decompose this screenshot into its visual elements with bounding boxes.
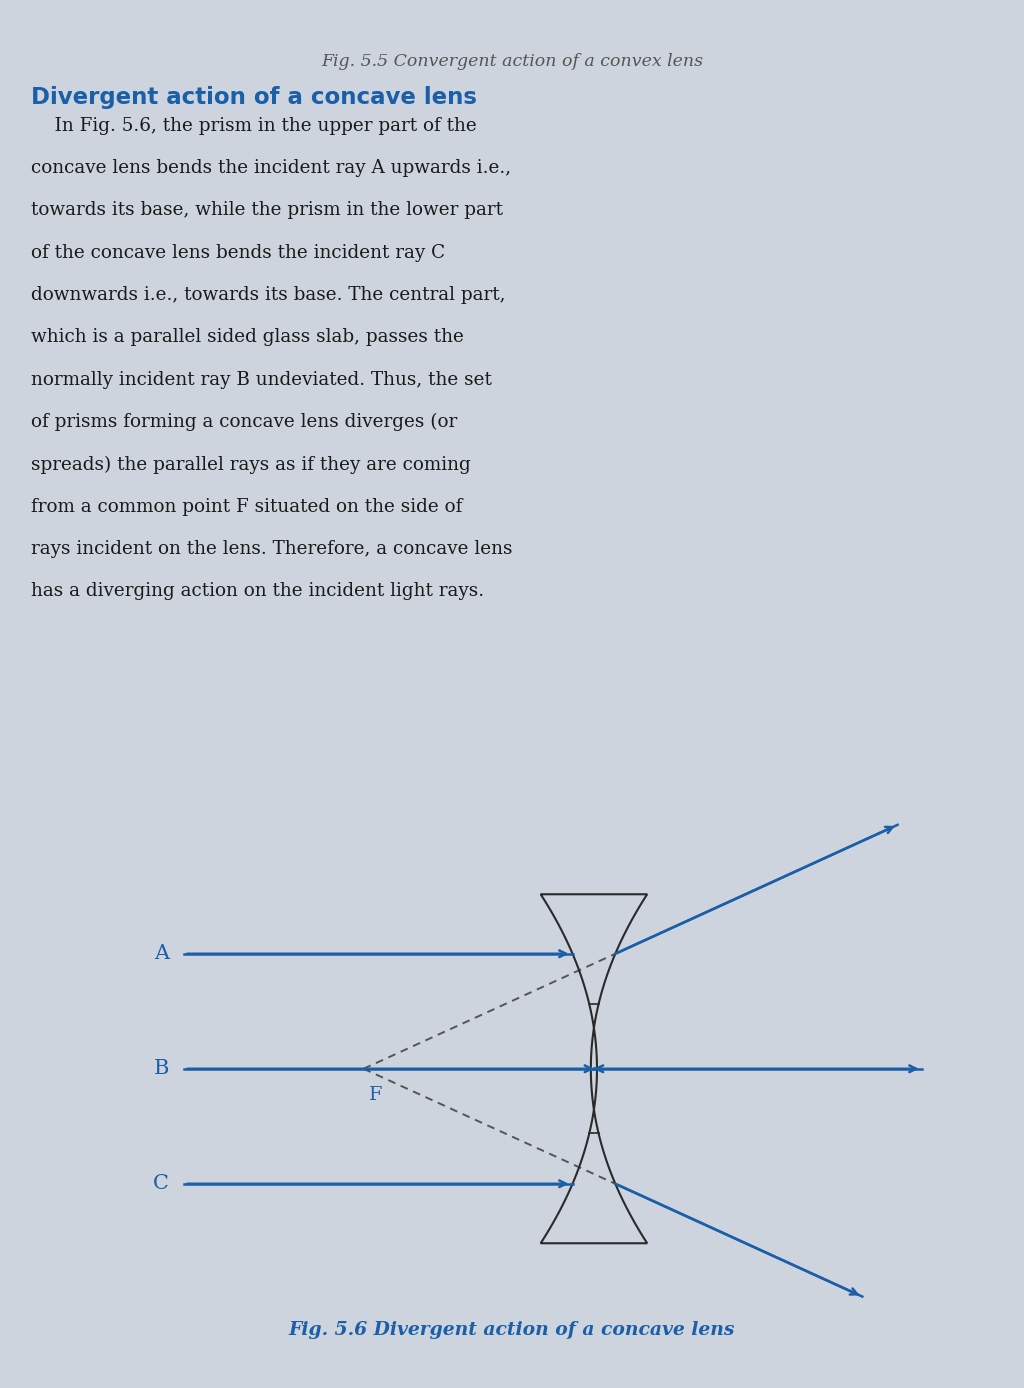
Text: of the concave lens bends the incident ray C: of the concave lens bends the incident r…: [31, 244, 444, 261]
Text: of prisms forming a concave lens diverges (or: of prisms forming a concave lens diverge…: [31, 414, 457, 432]
Text: towards its base, while the prism in the lower part: towards its base, while the prism in the…: [31, 201, 503, 219]
Text: Fig. 5.6 Divergent action of a concave lens: Fig. 5.6 Divergent action of a concave l…: [289, 1321, 735, 1339]
Text: Fig. 5.5 Convergent action of a convex lens: Fig. 5.5 Convergent action of a convex l…: [321, 53, 703, 69]
Text: B: B: [154, 1059, 169, 1078]
Text: Divergent action of a concave lens: Divergent action of a concave lens: [31, 86, 477, 110]
Text: spreads) the parallel rays as if they are coming: spreads) the parallel rays as if they ar…: [31, 455, 470, 473]
Text: F: F: [369, 1087, 382, 1105]
Text: from a common point F situated on the side of: from a common point F situated on the si…: [31, 498, 462, 515]
Text: C: C: [153, 1174, 169, 1194]
Text: rays incident on the lens. Therefore, a concave lens: rays incident on the lens. Therefore, a …: [31, 540, 512, 558]
Text: concave lens bends the incident ray A upwards i.e.,: concave lens bends the incident ray A up…: [31, 160, 511, 176]
Text: normally incident ray B undeviated. Thus, the set: normally incident ray B undeviated. Thus…: [31, 371, 492, 389]
Text: downwards i.e., towards its base. The central part,: downwards i.e., towards its base. The ce…: [31, 286, 505, 304]
Text: which is a parallel sided glass slab, passes the: which is a parallel sided glass slab, pa…: [31, 329, 464, 346]
Text: In Fig. 5.6, the prism in the upper part of the: In Fig. 5.6, the prism in the upper part…: [31, 117, 476, 135]
Text: has a diverging action on the incident light rays.: has a diverging action on the incident l…: [31, 583, 484, 600]
Text: A: A: [154, 944, 169, 963]
